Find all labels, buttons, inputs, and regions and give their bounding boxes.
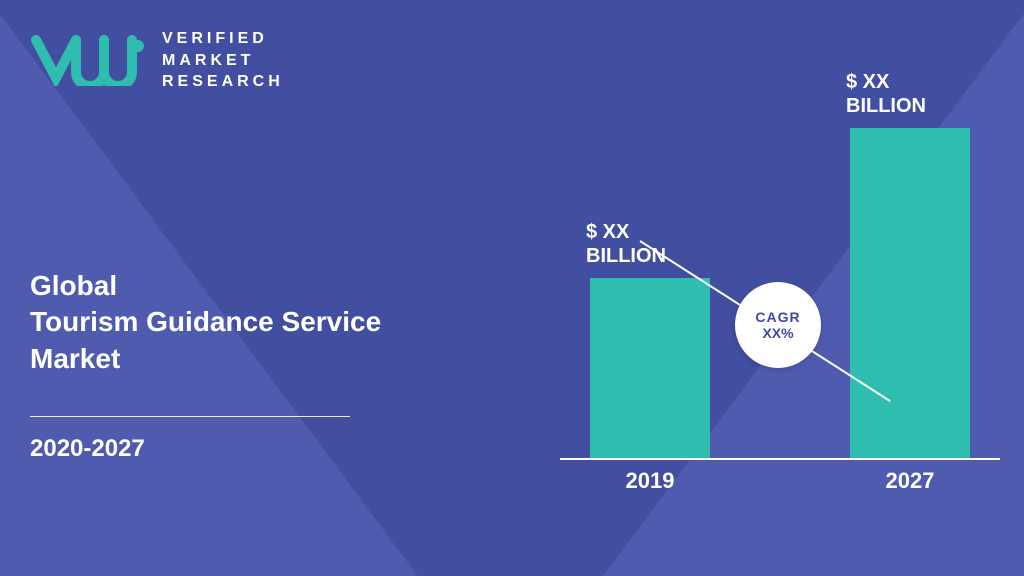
title-divider	[30, 416, 350, 417]
title-line-global: Global	[30, 270, 381, 302]
logo-mark-icon	[30, 34, 150, 86]
bar-2019-category-label: 2019	[590, 468, 710, 494]
bar-2027	[850, 128, 970, 458]
value-bottom: BILLION	[846, 94, 926, 118]
cagr-value: XX%	[762, 325, 793, 341]
bar-2019	[590, 278, 710, 458]
logo-line-3: RESEARCH	[162, 71, 284, 93]
bar-2027-category-label: 2027	[850, 468, 970, 494]
title-block: Global Tourism Guidance Service Market 2…	[30, 270, 381, 463]
value-top: $ XX	[846, 70, 926, 94]
market-bar-chart: $ XX BILLION 2019 $ XX BILLION 2027 CAGR…	[560, 60, 1000, 460]
brand-logo: VERIFIED MARKET RESEARCH	[30, 28, 284, 93]
x-axis-line	[560, 458, 1000, 460]
logo-line-2: MARKET	[162, 50, 284, 72]
title-line-subject: Tourism Guidance Service	[30, 304, 381, 339]
logo-line-1: VERIFIED	[162, 28, 284, 50]
bar-2027-value-label: $ XX BILLION	[846, 70, 926, 118]
bar-2019-value-label: $ XX BILLION	[586, 220, 666, 268]
cagr-label: CAGR	[755, 309, 800, 325]
cagr-badge: CAGR XX%	[735, 282, 821, 368]
logo-text: VERIFIED MARKET RESEARCH	[162, 28, 284, 93]
value-bottom: BILLION	[586, 244, 666, 268]
year-range: 2020-2027	[30, 435, 381, 463]
value-top: $ XX	[586, 220, 666, 244]
title-line-market: Market	[30, 341, 381, 376]
